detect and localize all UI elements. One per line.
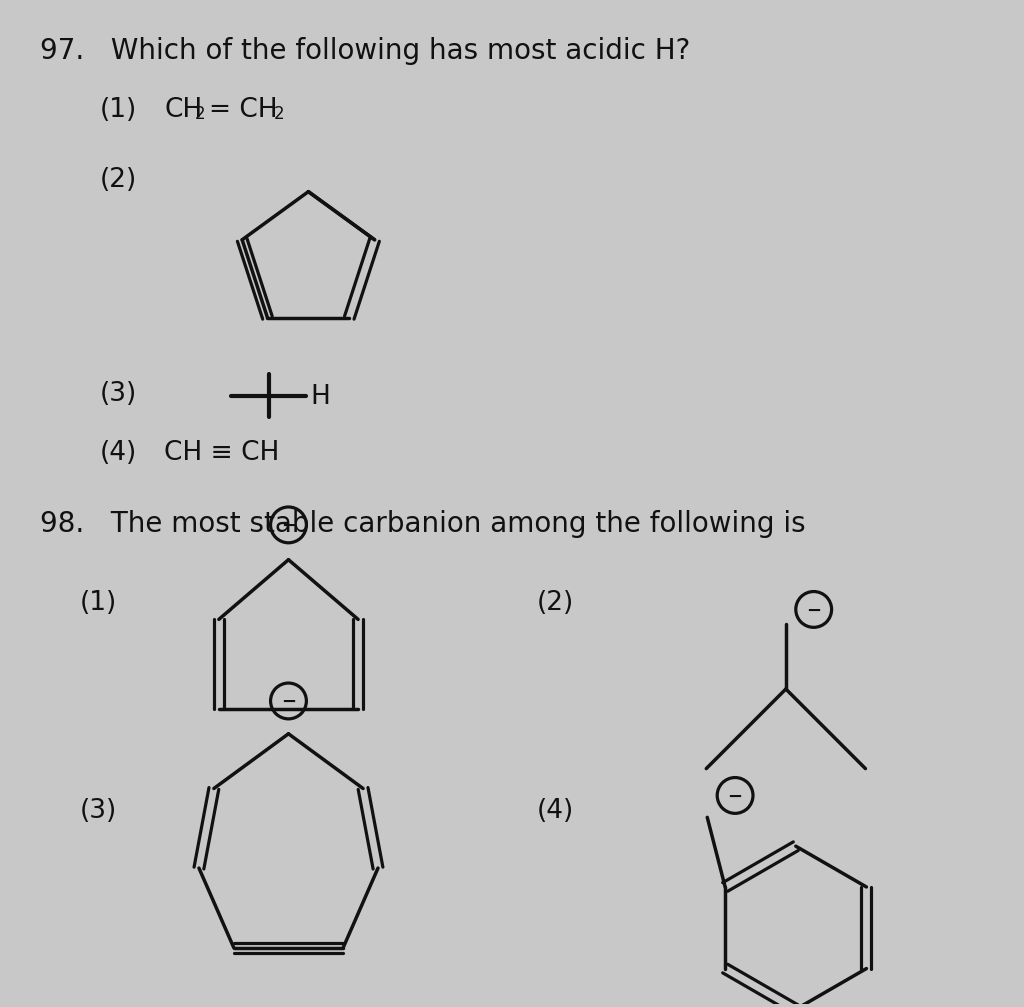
Text: 97.   Which of the following has most acidic H?: 97. Which of the following has most acid… [40, 37, 690, 65]
Text: CH ≡ CH: CH ≡ CH [164, 440, 280, 466]
Text: −: − [281, 517, 296, 535]
Text: H: H [310, 384, 330, 410]
Text: (3): (3) [80, 799, 117, 825]
Text: (4): (4) [538, 799, 574, 825]
Text: (2): (2) [538, 589, 574, 615]
Text: 2: 2 [273, 105, 285, 123]
Text: 2: 2 [195, 105, 206, 123]
Text: 98.   The most stable carbanion among the following is: 98. The most stable carbanion among the … [40, 510, 806, 538]
Text: = CH: = CH [209, 97, 278, 123]
Text: −: − [727, 787, 742, 806]
Text: (1): (1) [80, 589, 117, 615]
Text: (3): (3) [99, 381, 137, 407]
Text: (4): (4) [99, 440, 137, 466]
Text: (1): (1) [99, 97, 137, 123]
Text: (2): (2) [99, 167, 137, 192]
Text: −: − [806, 601, 821, 619]
Text: −: − [281, 693, 296, 711]
Text: CH: CH [164, 97, 203, 123]
